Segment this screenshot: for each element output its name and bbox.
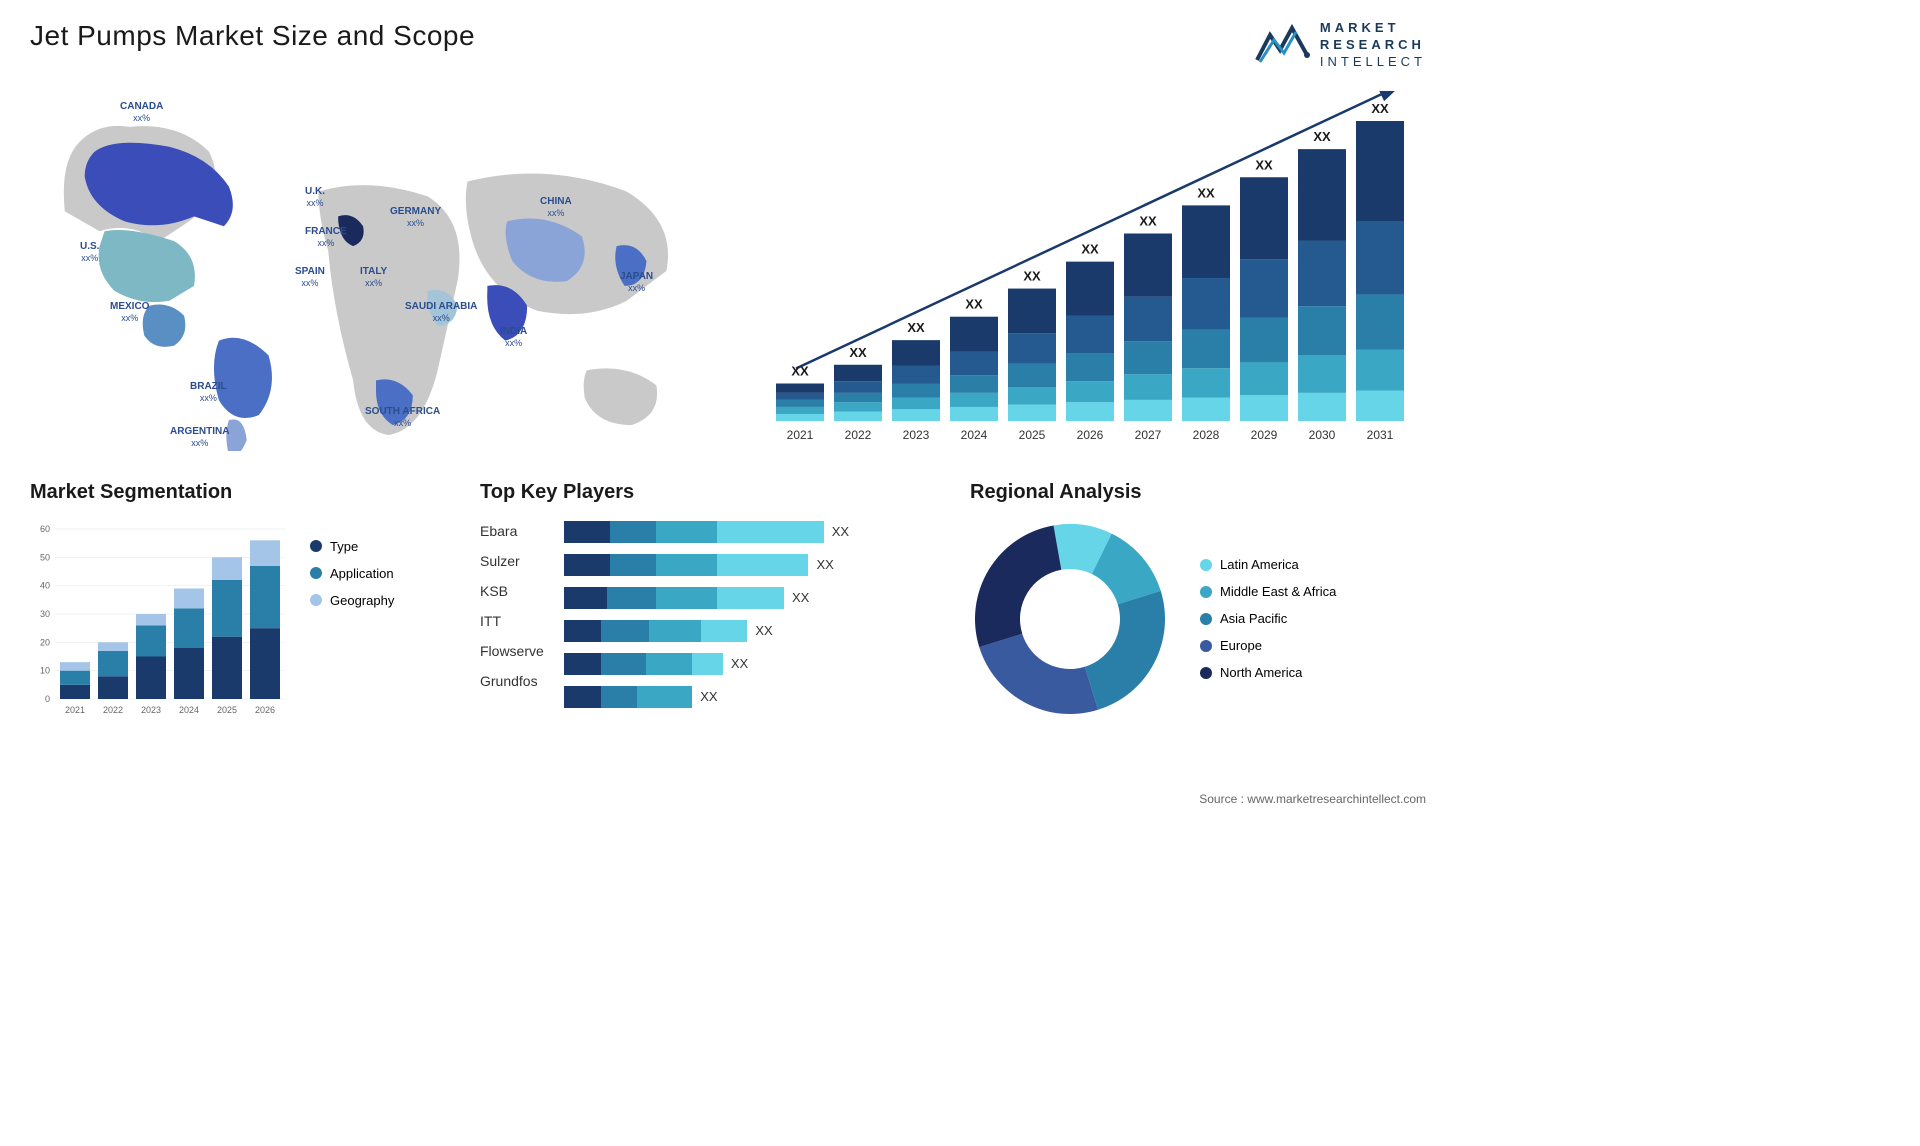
player-bar-ksb: XX	[564, 587, 849, 609]
player-bar-sulzer: XX	[564, 554, 849, 576]
svg-text:2030: 2030	[1309, 428, 1336, 442]
svg-text:2027: 2027	[1135, 428, 1162, 442]
map-label-japan: JAPANxx%	[620, 271, 653, 294]
svg-text:XX: XX	[791, 363, 809, 378]
svg-text:XX: XX	[1023, 268, 1041, 283]
svg-text:2026: 2026	[255, 705, 275, 715]
logo-line3: INTELLECT	[1320, 54, 1426, 71]
logo-icon	[1252, 20, 1312, 70]
player-name-sulzer: Sulzer	[480, 553, 544, 569]
svg-text:2022: 2022	[103, 705, 123, 715]
svg-text:2029: 2029	[1251, 428, 1278, 442]
regional-legend: Latin America Middle East & Africa Asia Pa…	[1200, 557, 1336, 680]
svg-text:2023: 2023	[903, 428, 930, 442]
map-label-india: INDIAxx%	[500, 326, 527, 349]
map-label-us: U.S.xx%	[80, 241, 99, 264]
svg-text:2025: 2025	[217, 705, 237, 715]
player-bars-chart: XX XX XX XX XX XX	[564, 519, 849, 708]
seg-legend-application: Application	[310, 566, 394, 581]
svg-text:50: 50	[40, 552, 50, 562]
svg-text:2024: 2024	[179, 705, 199, 715]
map-label-italy: ITALYxx%	[360, 266, 387, 289]
svg-text:2025: 2025	[1019, 428, 1046, 442]
svg-text:2026: 2026	[1077, 428, 1104, 442]
map-label-mexico: MEXICOxx%	[110, 301, 149, 324]
player-bar-itt: XX	[564, 620, 849, 642]
world-map: CANADAxx% U.S.xx% MEXICOxx% BRAZILxx% ARGENT…	[30, 91, 726, 451]
regional-legend-north-america: North America	[1200, 665, 1336, 680]
regional-donut-chart	[970, 519, 1170, 719]
svg-text:2024: 2024	[961, 428, 988, 442]
regional-title: Regional Analysis	[970, 481, 1426, 504]
segmentation-chart: 0 10 20 30 40 50 60 2021 2022 2023 2024 2025 2026	[30, 519, 290, 719]
player-bar-grundfos: XX	[564, 686, 849, 708]
player-name-ebara: Ebara	[480, 523, 544, 539]
map-label-germany: GERMANYxx%	[390, 206, 441, 229]
map-label-southafrica: SOUTH AFRICAxx%	[365, 406, 440, 429]
logo-line2: RESEARCH	[1320, 37, 1426, 54]
svg-text:20: 20	[40, 637, 50, 647]
seg-legend-type: Type	[310, 539, 394, 554]
svg-text:2022: 2022	[845, 428, 872, 442]
svg-text:40: 40	[40, 580, 50, 590]
svg-text:10: 10	[40, 665, 50, 675]
player-name-ksb: KSB	[480, 583, 544, 599]
svg-text:XX: XX	[1139, 213, 1157, 228]
svg-text:XX: XX	[965, 296, 983, 311]
svg-text:2031: 2031	[1367, 428, 1394, 442]
regional-legend-europe: Europe	[1200, 638, 1336, 653]
player-bar-flowserve: XX	[564, 653, 849, 675]
logo: MARKET RESEARCH INTELLECT	[1252, 20, 1426, 71]
map-label-china: CHINAxx%	[540, 196, 572, 219]
logo-line1: MARKET	[1320, 20, 1426, 37]
segmentation-legend: Type Application Geography	[310, 519, 394, 719]
map-label-saudiarabia: SAUDI ARABIAxx%	[405, 301, 477, 324]
svg-text:2028: 2028	[1193, 428, 1220, 442]
source-text: Source : www.marketresearchintellect.com	[1199, 792, 1426, 806]
segmentation-title: Market Segmentation	[30, 481, 450, 504]
svg-text:2021: 2021	[787, 428, 814, 442]
svg-text:2021: 2021	[65, 705, 85, 715]
svg-text:XX: XX	[1081, 241, 1099, 256]
page-title: Jet Pumps Market Size and Scope	[30, 20, 475, 52]
regional-legend-latin-america: Latin America	[1200, 557, 1336, 572]
players-title: Top Key Players	[480, 481, 940, 504]
map-label-france: FRANCExx%	[305, 226, 347, 249]
svg-text:XX: XX	[1313, 129, 1331, 144]
regional-legend-middle-east---africa: Middle East & Africa	[1200, 584, 1336, 599]
regional-legend-asia-pacific: Asia Pacific	[1200, 611, 1336, 626]
svg-text:XX: XX	[1255, 157, 1273, 172]
svg-text:XX: XX	[849, 344, 867, 359]
svg-text:XX: XX	[1371, 101, 1389, 116]
map-label-canada: CANADAxx%	[120, 101, 163, 124]
seg-legend-geography: Geography	[310, 593, 394, 608]
map-label-spain: SPAINxx%	[295, 266, 325, 289]
player-bar-ebara: XX	[564, 521, 849, 543]
svg-text:30: 30	[40, 609, 50, 619]
svg-text:XX: XX	[1197, 185, 1215, 200]
player-name-flowserve: Flowserve	[480, 643, 544, 659]
svg-text:0: 0	[45, 694, 50, 704]
growth-bar-chart: XX 2021 XX 2022 XX 2023 XX 2024 XX 2025 XX 2026 XX 20…	[766, 91, 1426, 451]
player-names-list: Ebara Sulzer KSB ITT Flowserve Grundfos	[480, 519, 544, 708]
svg-text:2023: 2023	[141, 705, 161, 715]
map-label-argentina: ARGENTINAxx%	[170, 426, 229, 449]
svg-text:60: 60	[40, 524, 50, 534]
map-label-brazil: BRAZILxx%	[190, 381, 227, 404]
map-label-uk: U.K.xx%	[305, 186, 325, 209]
player-name-itt: ITT	[480, 613, 544, 629]
player-name-grundfos: Grundfos	[480, 673, 544, 689]
svg-text:XX: XX	[907, 320, 925, 335]
